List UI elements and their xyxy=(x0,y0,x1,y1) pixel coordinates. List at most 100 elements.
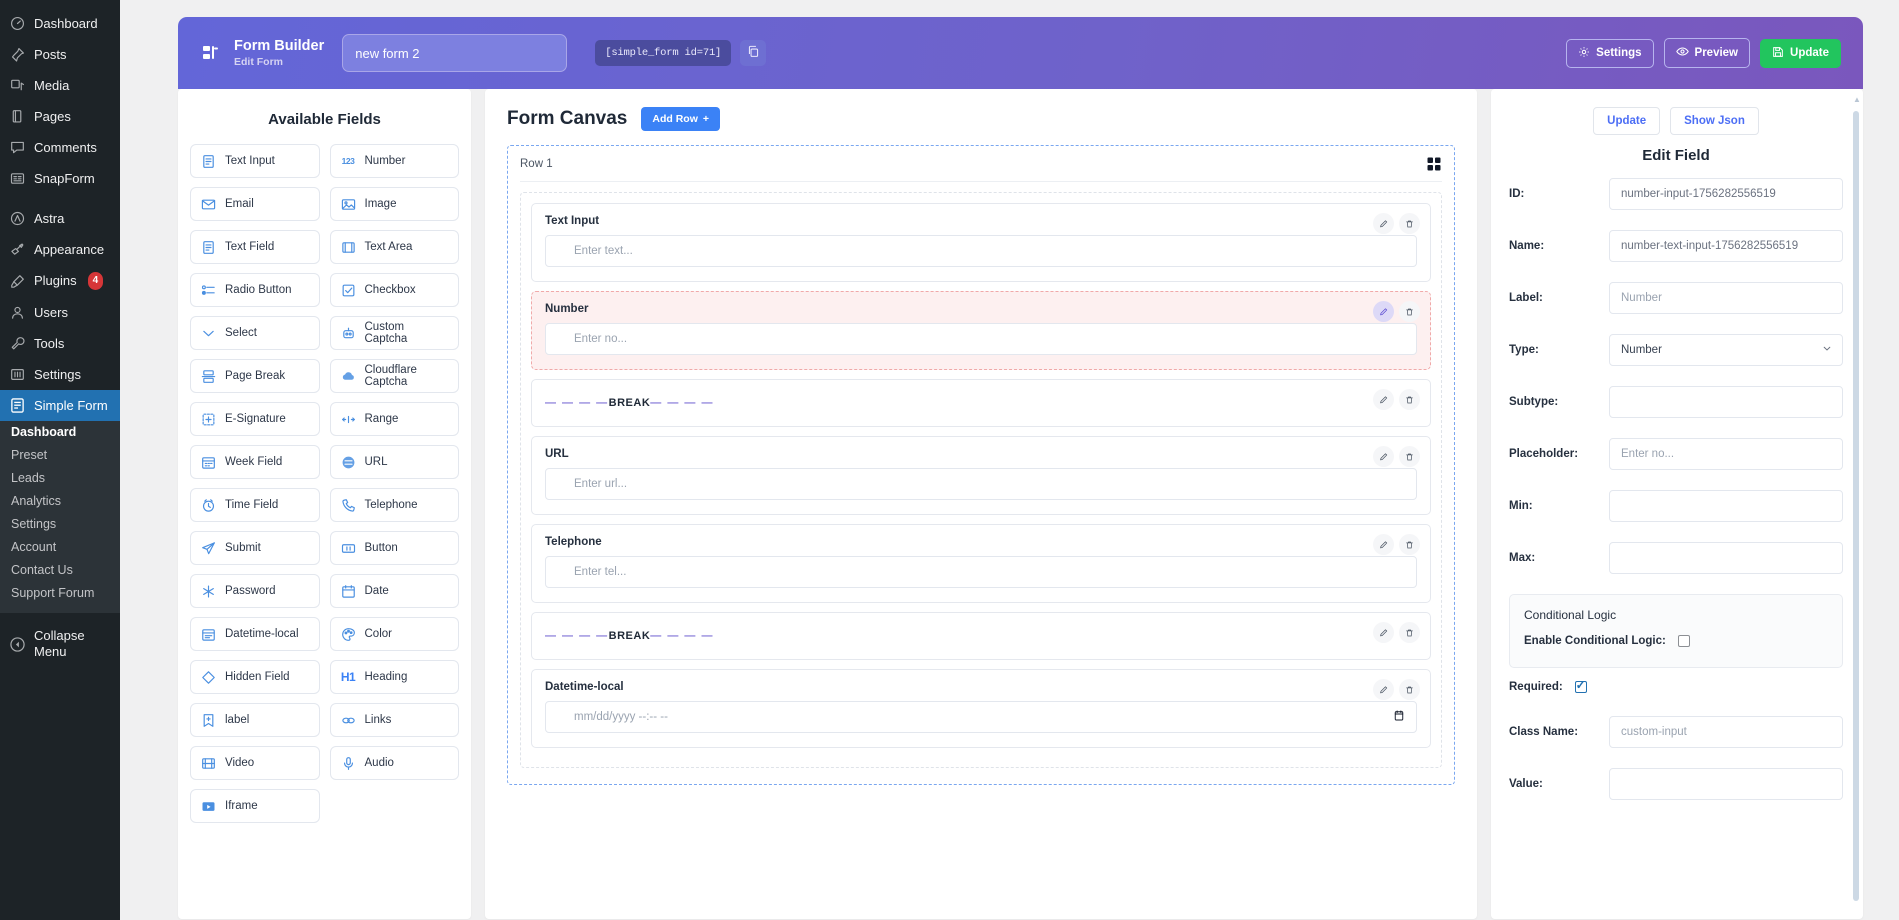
grid-layout-icon[interactable] xyxy=(1426,156,1442,172)
sidebar-item-media[interactable]: Media xyxy=(0,70,120,101)
canvas-field-break[interactable]: — — — —BREAK— — — — xyxy=(531,612,1431,660)
field-chip-date[interactable]: Date xyxy=(329,574,459,608)
field-chip-telephone[interactable]: Telephone xyxy=(329,488,459,522)
edit-field-button[interactable] xyxy=(1373,446,1394,467)
field-chip-number[interactable]: 123 Number xyxy=(329,144,459,178)
field-chip-text-field[interactable]: Text Field xyxy=(190,230,320,264)
field-chip-page-break[interactable]: Page Break xyxy=(190,359,320,393)
edit-input-id[interactable] xyxy=(1609,178,1843,210)
field-chip-image[interactable]: Image xyxy=(329,187,459,221)
field-chip-text-area[interactable]: Text Area xyxy=(329,230,459,264)
submenu-item-leads[interactable]: Leads xyxy=(11,471,46,485)
sidebar-item-tools[interactable]: Tools xyxy=(0,328,120,359)
update-button[interactable]: Update xyxy=(1760,38,1841,68)
sidebar-item-posts[interactable]: Posts xyxy=(0,39,120,70)
delete-field-button[interactable] xyxy=(1399,622,1420,643)
copy-shortcode-button[interactable] xyxy=(740,40,767,66)
canvas-field-input[interactable] xyxy=(545,235,1417,267)
sidebar-item-snapform[interactable]: SnapForm xyxy=(0,163,120,194)
edit-field-button[interactable] xyxy=(1373,301,1394,322)
canvas-field-input[interactable] xyxy=(545,468,1417,500)
delete-field-button[interactable] xyxy=(1399,301,1420,322)
edit-input-placeholder[interactable] xyxy=(1609,438,1843,470)
field-chip-cloudflare-captcha[interactable]: Cloudflare Captcha xyxy=(329,359,459,393)
delete-field-button[interactable] xyxy=(1399,534,1420,555)
submenu-item-account[interactable]: Account xyxy=(11,540,57,554)
required-checkbox[interactable] xyxy=(1574,678,1587,693)
sidebar-item-astra[interactable]: Astra xyxy=(0,203,120,234)
edit-input-min[interactable] xyxy=(1609,490,1843,522)
canvas-field-input[interactable] xyxy=(545,701,1417,733)
scrollbar-thumb[interactable] xyxy=(1853,111,1859,901)
submenu-item-support-forum[interactable]: Support Forum xyxy=(11,586,95,600)
submenu-item-analytics[interactable]: Analytics xyxy=(11,494,62,508)
sidebar-item-settings[interactable]: Settings xyxy=(0,359,120,390)
field-chip-links[interactable]: Links xyxy=(329,703,459,737)
edit-field-button[interactable] xyxy=(1373,213,1394,234)
edit-field-button[interactable] xyxy=(1373,622,1394,643)
field-chip-email[interactable]: Email xyxy=(190,187,320,221)
field-chip-range[interactable]: Range xyxy=(329,402,459,436)
canvas-field-url[interactable]: URL xyxy=(531,436,1431,515)
preview-button[interactable]: Preview xyxy=(1663,38,1751,68)
canvas-field-input[interactable] xyxy=(545,556,1417,588)
scroll-up-arrow-icon[interactable]: ▲ xyxy=(1853,95,1861,104)
edit-input-label[interactable] xyxy=(1609,282,1843,314)
sidebar-item-pages[interactable]: Pages xyxy=(0,101,120,132)
sidebar-item-users[interactable]: Users xyxy=(0,297,120,328)
sidebar-item-comments[interactable]: Comments xyxy=(0,132,120,163)
field-chip-audio[interactable]: Audio xyxy=(329,746,459,780)
field-chip-hidden-field[interactable]: Hidden Field xyxy=(190,660,320,694)
field-chip-time-field[interactable]: Time Field xyxy=(190,488,320,522)
submenu-item-preset[interactable]: Preset xyxy=(11,448,48,462)
field-chip-password[interactable]: Password xyxy=(190,574,320,608)
field-chip-iframe[interactable]: Iframe xyxy=(190,789,320,823)
field-chip-text-input[interactable]: Text Input xyxy=(190,144,320,178)
sidebar-item-simple-form[interactable]: Simple Form xyxy=(0,390,120,421)
field-chip-url[interactable]: URL xyxy=(329,445,459,479)
sidebar-item-appearance[interactable]: Appearance xyxy=(0,234,120,265)
field-chip-submit[interactable]: Submit xyxy=(190,531,320,565)
sidebar-item-plugins[interactable]: Plugins 4 xyxy=(0,265,120,297)
enable-conditional-logic-checkbox[interactable] xyxy=(1677,635,1690,647)
field-chip-color[interactable]: Color xyxy=(329,617,459,651)
canvas-field-input[interactable] xyxy=(545,323,1417,355)
canvas-field-number[interactable]: Number xyxy=(531,291,1431,370)
edit-panel-scrollbar[interactable]: ▲ xyxy=(1852,95,1861,913)
field-chip-radio-button[interactable]: Radio Button xyxy=(190,273,320,307)
class-name-input[interactable] xyxy=(1609,716,1843,748)
delete-field-button[interactable] xyxy=(1399,679,1420,700)
edit-input-max[interactable] xyxy=(1609,542,1843,574)
field-chip-datetime-local[interactable]: Datetime-local xyxy=(190,617,320,651)
canvas-field-break[interactable]: — — — —BREAK— — — — xyxy=(531,379,1431,427)
submenu-item-dashboard[interactable]: Dashboard xyxy=(11,425,77,439)
field-chip-heading[interactable]: H1 Heading xyxy=(329,660,459,694)
sidebar-collapse-menu[interactable]: Collapse Menu xyxy=(0,621,120,667)
value-input[interactable] xyxy=(1609,768,1843,800)
edit-update-button[interactable]: Update xyxy=(1593,107,1661,135)
form-name-input[interactable] xyxy=(342,34,568,72)
field-chip-select[interactable]: Select xyxy=(190,316,320,350)
field-chip-custom-captcha[interactable]: Custom Captcha xyxy=(329,316,459,350)
delete-field-button[interactable] xyxy=(1399,446,1420,467)
sidebar-item-dashboard[interactable]: Dashboard xyxy=(0,8,120,39)
field-chip-week-field[interactable]: Week Field xyxy=(190,445,320,479)
edit-select-type[interactable]: NumberTextEmailURLTelephoneDate xyxy=(1609,334,1843,366)
edit-input-name[interactable] xyxy=(1609,230,1843,262)
delete-field-button[interactable] xyxy=(1399,389,1420,410)
submenu-item-settings[interactable]: Settings xyxy=(11,517,57,531)
canvas-field-telephone[interactable]: Telephone xyxy=(531,524,1431,603)
field-chip-label[interactable]: label xyxy=(190,703,320,737)
edit-input-subtype[interactable] xyxy=(1609,386,1843,418)
show-json-button[interactable]: Show Json xyxy=(1670,107,1759,135)
edit-field-button[interactable] xyxy=(1373,534,1394,555)
field-chip-checkbox[interactable]: Checkbox xyxy=(329,273,459,307)
settings-button[interactable]: Settings xyxy=(1566,38,1654,68)
delete-field-button[interactable] xyxy=(1399,213,1420,234)
field-chip-video[interactable]: Video xyxy=(190,746,320,780)
add-row-button[interactable]: Add Row + xyxy=(641,107,721,131)
edit-field-button[interactable] xyxy=(1373,389,1394,410)
field-chip-button[interactable]: Button xyxy=(329,531,459,565)
canvas-field-text-input[interactable]: Text Input xyxy=(531,203,1431,282)
submenu-item-contact-us[interactable]: Contact Us xyxy=(11,563,73,577)
